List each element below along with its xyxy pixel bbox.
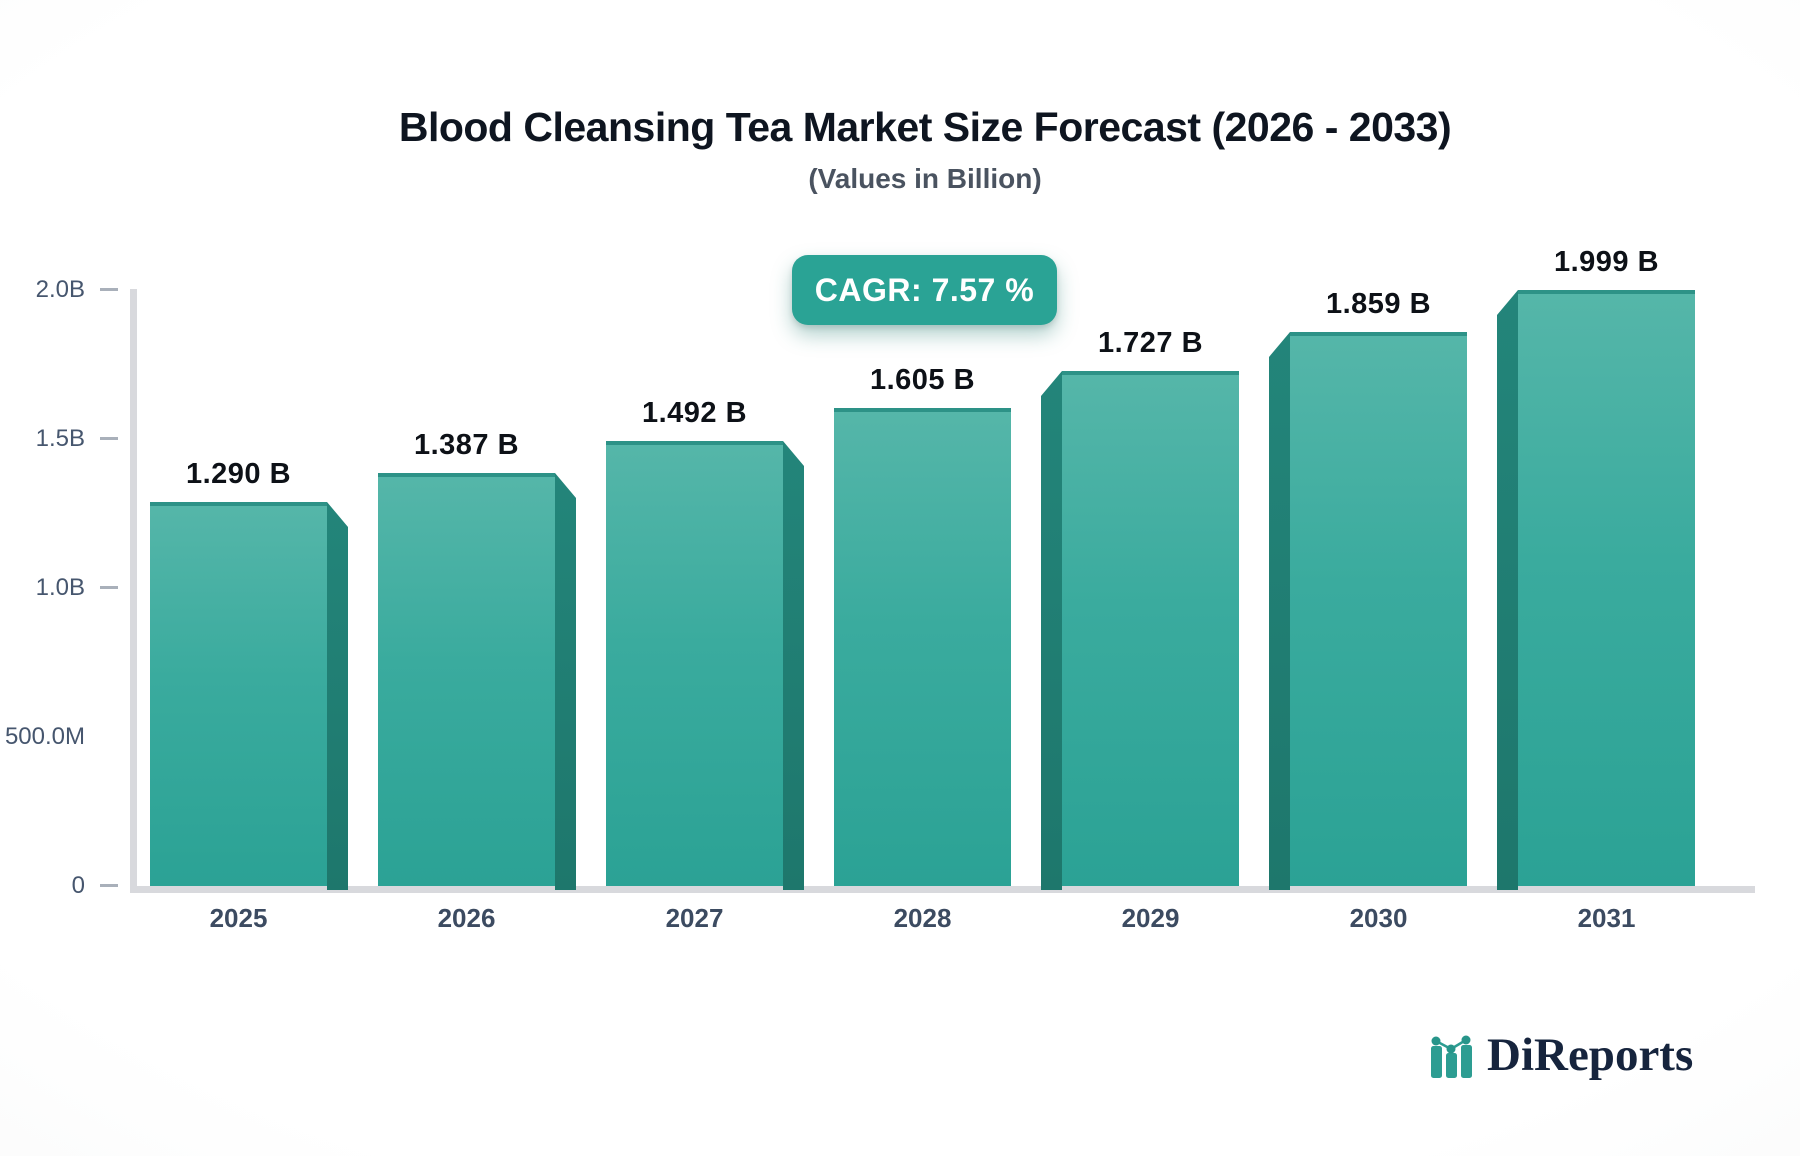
- bar-side-face: [327, 502, 348, 890]
- x-axis-label: 2031: [1577, 903, 1636, 933]
- y-tick-mark: [100, 884, 118, 887]
- x-axis-label: 2025: [209, 903, 268, 933]
- y-tick-mark: [100, 288, 118, 291]
- y-tick-label: 0: [71, 872, 85, 899]
- cagr-badge: CAGR: 7.57 %: [792, 255, 1057, 325]
- brand-logo: DiReports: [1428, 1029, 1694, 1081]
- y-tick-label: 1.5B: [35, 425, 85, 452]
- y-axis-line: [130, 289, 137, 893]
- bar-2025[interactable]: [150, 502, 327, 886]
- brand-logo-chart-icon: [1431, 1035, 1472, 1079]
- y-tick-mark: [100, 437, 118, 440]
- y-tick-label: 2.0B: [35, 276, 85, 303]
- y-tick-mark: [100, 586, 118, 589]
- bar-2030[interactable]: [1290, 332, 1467, 886]
- bar-2029[interactable]: [1062, 371, 1239, 886]
- chart-subtitle: (Values in Billion): [808, 163, 1042, 194]
- x-axis-label: 2026: [437, 903, 496, 933]
- bar-2028[interactable]: [834, 408, 1011, 886]
- bar-side-face: [1041, 371, 1062, 890]
- bar-side-face: [1497, 290, 1518, 890]
- x-axis-label: 2030: [1349, 903, 1408, 933]
- chart-title: Blood Cleansing Tea Market Size Forecast…: [398, 104, 1452, 150]
- bar-value-label: 1.492 B: [641, 397, 748, 429]
- bar-2031[interactable]: [1518, 290, 1695, 886]
- y-tick-label: 1.0B: [35, 574, 85, 601]
- cagr-badge-label: CAGR: 7.57 %: [814, 271, 1035, 308]
- bar-value-label: 1.859 B: [1325, 288, 1432, 320]
- bar-value-label: 1.605 B: [869, 364, 976, 396]
- bar-2027[interactable]: [606, 441, 783, 886]
- bar-side-face: [1269, 332, 1290, 890]
- bar-value-label: 1.290 B: [185, 458, 292, 490]
- x-axis-line: [130, 886, 1755, 893]
- bar-value-label: 1.727 B: [1097, 327, 1204, 359]
- x-axis-label: 2028: [893, 903, 952, 933]
- bar-2026[interactable]: [378, 473, 555, 886]
- bar-side-face: [783, 441, 804, 890]
- y-tick-label: 500.0M: [4, 723, 85, 750]
- x-axis-label: 2027: [665, 903, 724, 933]
- brand-logo-text: DiReports: [1487, 1029, 1694, 1081]
- bar-value-label: 1.999 B: [1553, 246, 1660, 278]
- bar-value-label: 1.387 B: [413, 429, 520, 461]
- bar-side-face: [555, 473, 576, 890]
- x-axis-label: 2029: [1121, 903, 1180, 933]
